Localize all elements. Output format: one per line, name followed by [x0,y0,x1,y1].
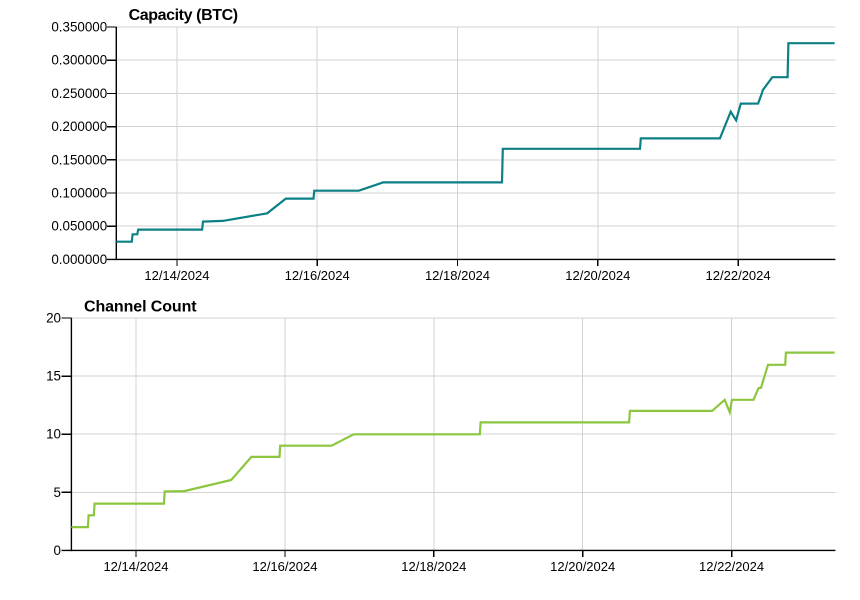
svg-text:Channel Count: Channel Count [84,299,197,316]
svg-text:5: 5 [54,485,61,500]
svg-text:15: 15 [46,369,61,384]
svg-text:0.000000: 0.000000 [51,252,107,267]
svg-text:0.150000: 0.150000 [51,152,107,167]
svg-text:12/14/2024: 12/14/2024 [103,559,168,574]
svg-text:0.100000: 0.100000 [51,186,107,201]
svg-text:0.300000: 0.300000 [51,53,107,68]
svg-text:12/20/2024: 12/20/2024 [550,559,615,574]
svg-text:20: 20 [46,311,61,326]
svg-text:12/16/2024: 12/16/2024 [252,559,317,574]
svg-text:0.050000: 0.050000 [51,219,107,234]
svg-text:10: 10 [46,427,61,442]
svg-text:12/22/2024: 12/22/2024 [706,268,771,283]
svg-text:0.250000: 0.250000 [51,86,107,101]
svg-text:12/20/2024: 12/20/2024 [565,268,630,283]
svg-text:12/14/2024: 12/14/2024 [144,268,209,283]
svg-text:Capacity (BTC): Capacity (BTC) [129,7,238,24]
svg-text:0.200000: 0.200000 [51,119,107,134]
svg-text:12/18/2024: 12/18/2024 [401,559,466,574]
svg-text:0.350000: 0.350000 [51,20,107,35]
svg-text:0: 0 [54,543,61,558]
svg-text:12/18/2024: 12/18/2024 [425,268,490,283]
svg-text:12/16/2024: 12/16/2024 [285,268,350,283]
svg-text:12/22/2024: 12/22/2024 [699,559,764,574]
